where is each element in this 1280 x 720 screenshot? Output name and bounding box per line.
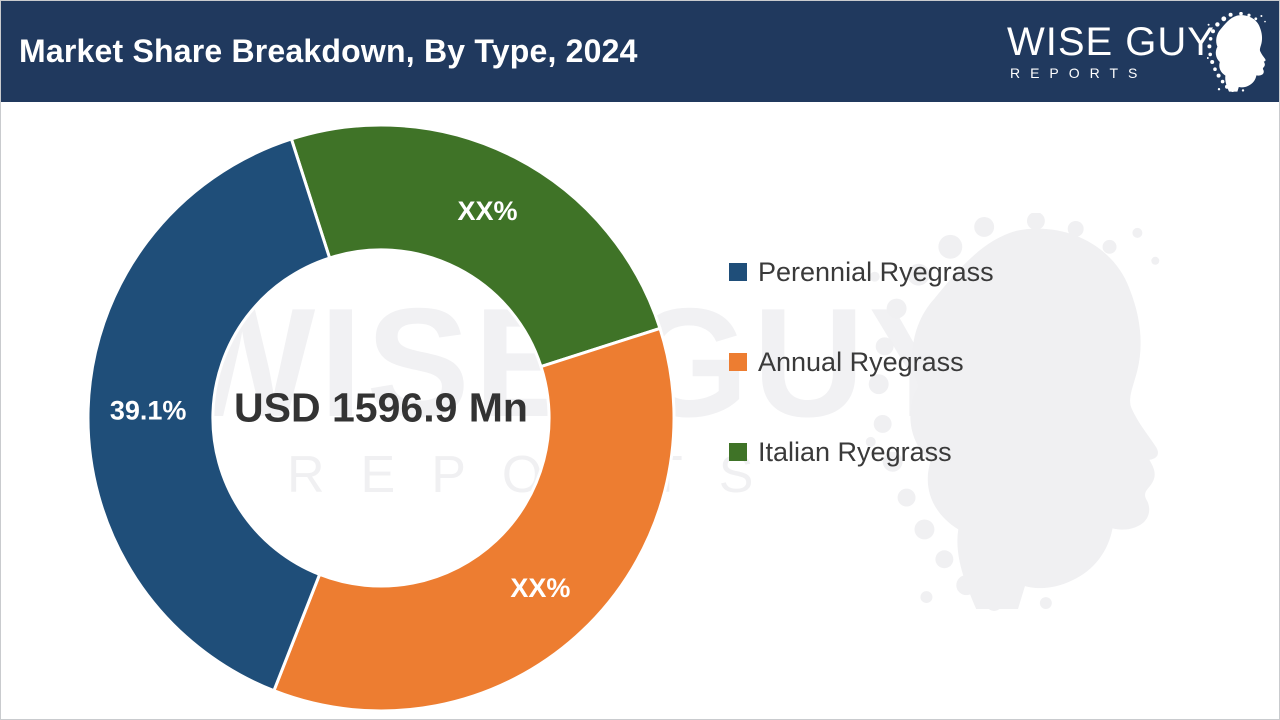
wiseguy-face-watermark [865, 213, 1160, 611]
wiseguy-face-icon [1207, 11, 1266, 92]
header-bar: Market Share Breakdown, By Type, 2024 WI… [1, 1, 1279, 102]
watermark-reports-text: REPORTS [287, 449, 789, 501]
legend-label: Annual Ryegrass [758, 346, 964, 377]
legend-item-annual-ryegrass: Annual Ryegrass [729, 347, 994, 377]
donut-segment-perennial-ryegrass [86, 137, 332, 693]
segment-value-label: XX% [457, 196, 517, 226]
legend-label: Perennial Ryegrass [758, 256, 994, 287]
donut-segment-annual-ryegrass [271, 326, 676, 713]
wiseguy-logo-text: WISE GUY REPORTS [1007, 22, 1215, 81]
page-title: Market Share Breakdown, By Type, 2024 [19, 33, 638, 69]
logo-sub-text: REPORTS [1009, 65, 1148, 81]
legend-marker-perennial [729, 263, 747, 281]
logo-brand-text: WISE GUY [1006, 20, 1215, 64]
legend-marker-italian [729, 443, 747, 461]
segment-value-label: XX% [510, 573, 570, 603]
legend-item-italian-ryegrass: Italian Ryegrass [729, 437, 994, 467]
legend-label: Italian Ryegrass [758, 436, 952, 467]
legend-marker-annual [729, 353, 747, 371]
legend-item-perennial-ryegrass: Perennial Ryegrass [729, 257, 994, 287]
segment-value-label: 39.1% [110, 396, 187, 426]
wiseguy-logo: WISE GUY REPORTS [1007, 11, 1267, 92]
donut-segment-italian-ryegrass [289, 123, 662, 369]
chart-legend: Perennial Ryegrass Annual Ryegrass Itali… [729, 257, 994, 527]
chart-center-value: USD 1596.9 Mn [234, 384, 528, 431]
